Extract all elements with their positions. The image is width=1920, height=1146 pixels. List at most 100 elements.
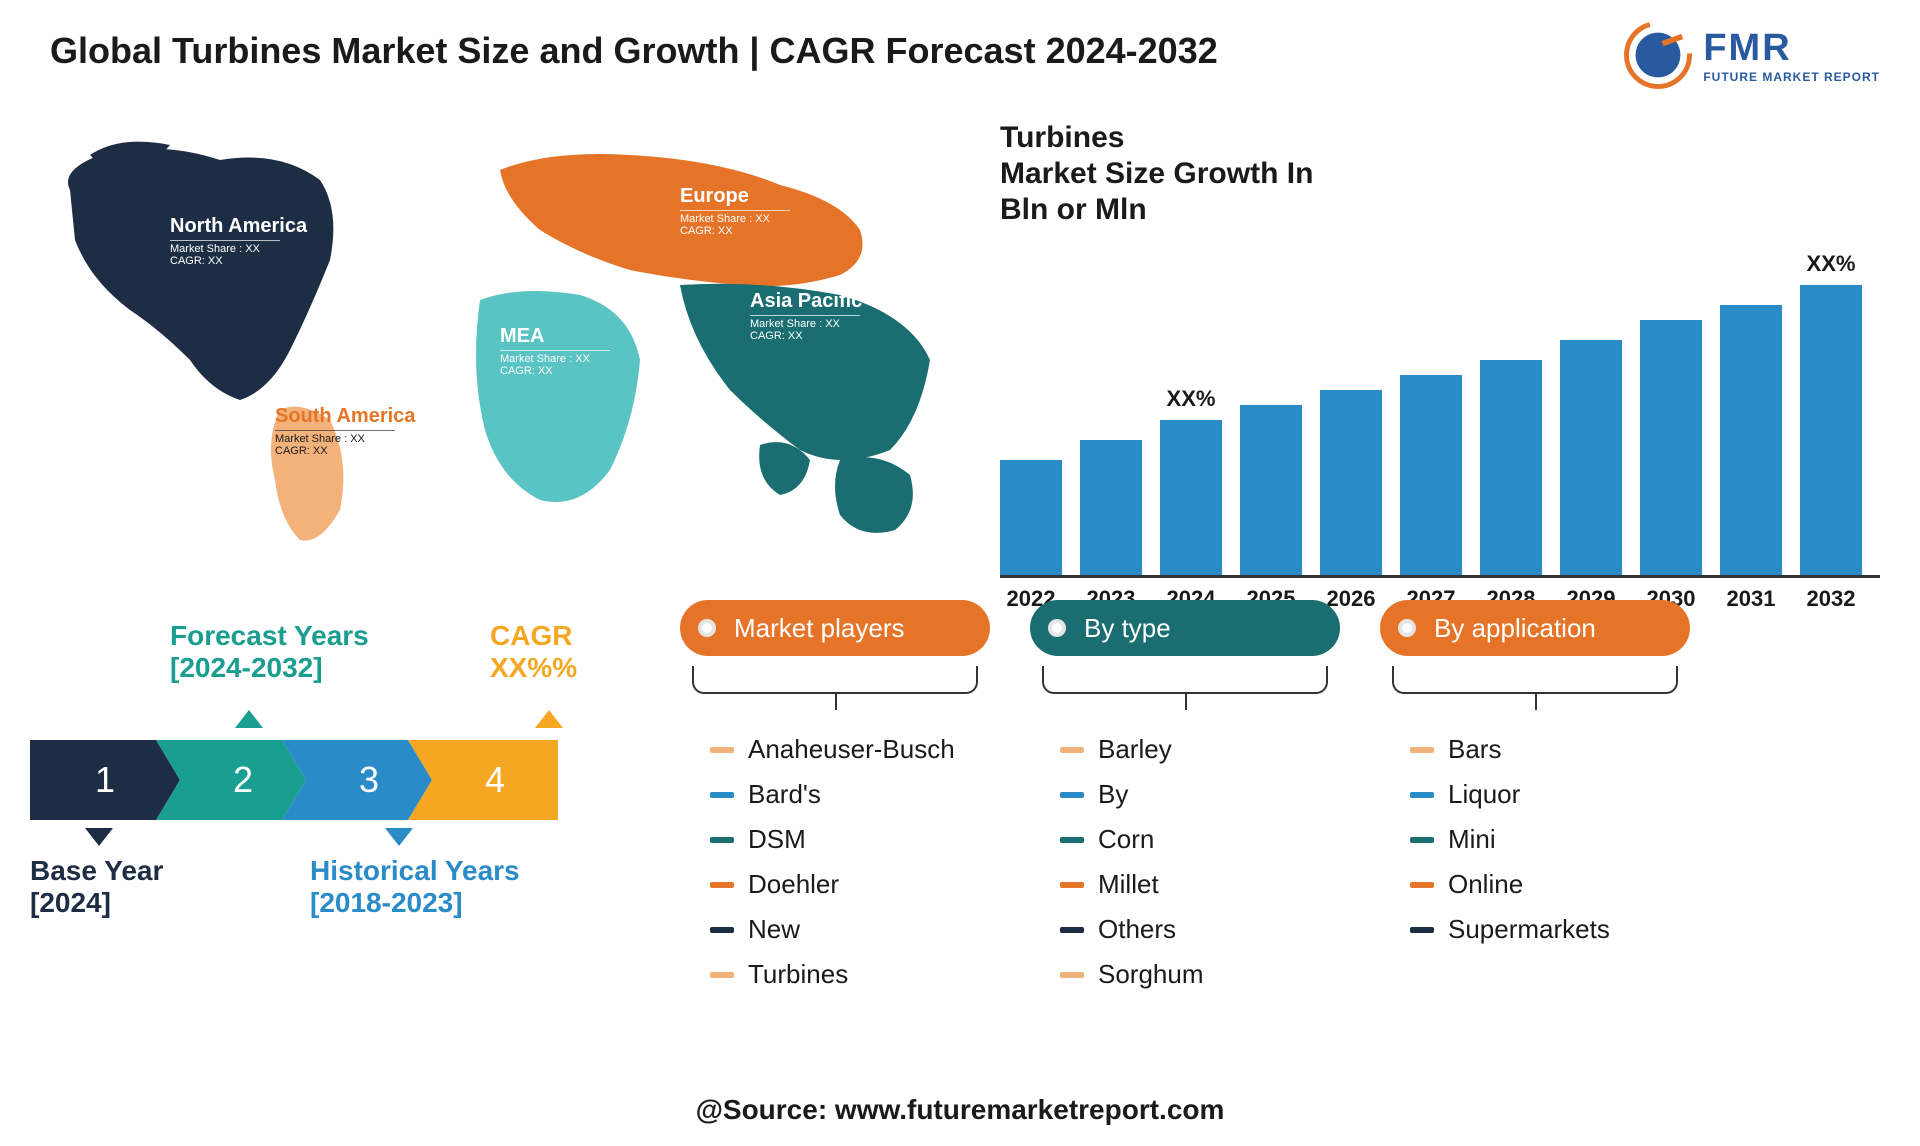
item-list: Barley By Corn Millet Others Sorghum	[1030, 734, 1340, 990]
bar-value-label: XX%	[1807, 251, 1856, 277]
bar-group: XX%	[1800, 285, 1862, 575]
list-item-label: DSM	[748, 824, 806, 855]
bar	[1480, 360, 1542, 575]
section-title: By type	[1084, 613, 1171, 644]
bullet-icon	[710, 792, 734, 798]
list-item: Doehler	[710, 869, 990, 900]
item-list: BarsLiquorMiniOnlineSupermarkets	[1380, 734, 1690, 945]
bar	[1080, 440, 1142, 575]
list-item-label: Bard's	[748, 779, 821, 810]
bracket-icon	[692, 666, 977, 694]
list-item: Online	[1410, 869, 1690, 900]
bar	[1720, 305, 1782, 575]
logo-sub-text: FUTURE MARKET REPORT	[1703, 70, 1880, 84]
arrow-up-icon	[535, 710, 563, 728]
bullet-icon	[1060, 972, 1084, 978]
bullet-icon	[710, 747, 734, 753]
bullet-icon	[1410, 927, 1434, 933]
region-cagr: CAGR: XX	[170, 255, 307, 267]
source-text: @Source: www.futuremarketreport.com	[696, 1094, 1225, 1126]
bar	[1240, 405, 1302, 575]
section-by_type: By type Barley By Corn Millet Others Sorghum	[1030, 600, 1340, 990]
region-name: North America	[170, 215, 307, 238]
region-share: Market Share : XX	[750, 318, 862, 330]
growth-bar-chart: Turbines Market Size Growth In Bln or Ml…	[1000, 120, 1880, 560]
bracket-icon	[1392, 666, 1677, 694]
section-by_application: By applicationBarsLiquorMiniOnlineSuperm…	[1380, 600, 1690, 945]
region-name: Europe	[680, 185, 790, 208]
bar-value-label: XX%	[1167, 386, 1216, 412]
bar	[1320, 390, 1382, 575]
list-item-label: Bars	[1448, 734, 1501, 765]
region-name: Asia Pacific	[750, 290, 862, 313]
region-cagr: CAGR: XX	[275, 445, 415, 457]
list-item: Others	[1060, 914, 1340, 945]
fmr-logo: FMR FUTURE MARKET REPORT	[1623, 20, 1880, 90]
bar-group	[1480, 360, 1542, 575]
bar-group	[1560, 340, 1622, 575]
pill-dot-icon	[698, 619, 716, 637]
list-item-label: Millet	[1098, 869, 1159, 900]
list-item-label: Others	[1098, 914, 1176, 945]
region-cagr: CAGR: XX	[680, 225, 790, 237]
world-map: North America Market Share : XX CAGR: XX…	[40, 130, 960, 550]
region-share: Market Share : XX	[170, 243, 307, 255]
bar-group	[1240, 405, 1302, 575]
list-item: DSM	[710, 824, 990, 855]
bar-group	[1640, 320, 1702, 575]
bullet-icon	[1410, 837, 1434, 843]
bar-group	[1320, 390, 1382, 575]
section-market_players: Market playersAnaheuser-BuschBard'sDSMDo…	[680, 600, 990, 990]
bar-group	[1000, 460, 1062, 575]
region-name: South America	[275, 405, 415, 428]
bullet-icon	[710, 927, 734, 933]
list-item: Bard's	[710, 779, 990, 810]
bar	[1000, 460, 1062, 575]
bullet-icon	[710, 972, 734, 978]
bullet-icon	[1410, 792, 1434, 798]
list-item: Bars	[1410, 734, 1690, 765]
bullet-icon	[1060, 882, 1084, 888]
arrow-down-icon	[385, 828, 413, 846]
bullet-icon	[1060, 837, 1084, 843]
timeline-segment: 1	[30, 740, 180, 820]
bullet-icon	[1060, 747, 1084, 753]
item-list: Anaheuser-Busch Bard's DSM Doehler New Turbin…	[680, 734, 990, 990]
cagr-label: CAGR XX%%	[490, 620, 577, 684]
chart-title: Turbines Market Size Growth In Bln or Ml…	[1000, 120, 1880, 228]
list-item: Corn	[1060, 824, 1340, 855]
bar-group	[1400, 375, 1462, 575]
list-item-label: By	[1098, 779, 1128, 810]
page-title: Global Turbines Market Size and Growth |…	[50, 30, 1218, 72]
bullet-icon	[1410, 882, 1434, 888]
list-item: By	[1060, 779, 1340, 810]
arrow-down-icon	[85, 828, 113, 846]
region-cagr: CAGR: XX	[500, 365, 610, 377]
list-item: New	[710, 914, 990, 945]
list-item: Anaheuser-Busch	[710, 734, 990, 765]
list-item: Sorghum	[1060, 959, 1340, 990]
list-item-label: Turbines	[748, 959, 848, 990]
bar-group: XX%	[1160, 420, 1222, 575]
bracket-icon	[1042, 666, 1327, 694]
bar	[1400, 375, 1462, 575]
map-label-na: North America Market Share : XX CAGR: XX	[170, 215, 307, 267]
map-label-mea: MEA Market Share : XX CAGR: XX	[500, 325, 610, 377]
forecast-label: Forecast Years [2024-2032]	[170, 620, 369, 684]
section-pill: By type	[1030, 600, 1340, 656]
region-cagr: CAGR: XX	[750, 330, 862, 342]
map-label-ap: Asia Pacific Market Share : XX CAGR: XX	[750, 290, 862, 342]
region-name: MEA	[500, 325, 610, 348]
list-item: Barley	[1060, 734, 1340, 765]
pill-dot-icon	[1048, 619, 1066, 637]
list-item: Millet	[1060, 869, 1340, 900]
bar	[1160, 420, 1222, 575]
section-pill: By application	[1380, 600, 1690, 656]
bar	[1560, 340, 1622, 575]
bar	[1640, 320, 1702, 575]
arrow-up-icon	[235, 710, 263, 728]
list-item-label: Corn	[1098, 824, 1154, 855]
base-year-label: Base Year [2024]	[30, 855, 163, 919]
list-item-label: Barley	[1098, 734, 1172, 765]
list-item: Liquor	[1410, 779, 1690, 810]
